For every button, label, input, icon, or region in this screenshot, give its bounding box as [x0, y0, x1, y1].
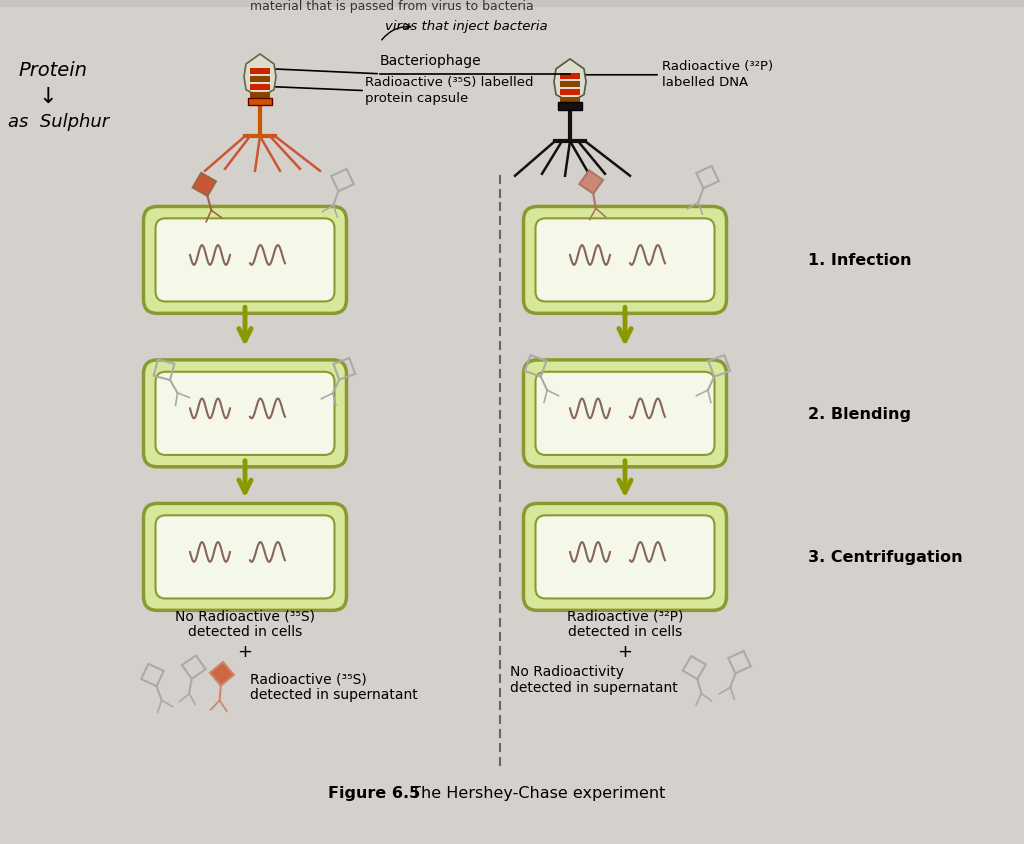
Text: Protein: Protein: [18, 61, 87, 79]
Text: Radioactive (³²P): Radioactive (³²P): [567, 609, 683, 623]
FancyBboxPatch shape: [156, 516, 335, 598]
Text: material that is passed from virus to bacteria: material that is passed from virus to ba…: [250, 1, 534, 14]
Text: Radioactive (³²P): Radioactive (³²P): [662, 60, 773, 73]
Polygon shape: [580, 171, 603, 194]
Bar: [560, 97, 580, 103]
FancyBboxPatch shape: [143, 208, 346, 314]
Bar: [558, 103, 582, 111]
Text: detected in cells: detected in cells: [568, 625, 682, 638]
Text: Radioactive (³⁵S): Radioactive (³⁵S): [250, 672, 367, 686]
Bar: [250, 93, 270, 99]
Bar: [560, 89, 580, 95]
Text: protein capsule: protein capsule: [365, 91, 468, 105]
Bar: [250, 77, 270, 83]
Polygon shape: [193, 174, 216, 197]
FancyBboxPatch shape: [0, 8, 1024, 844]
Text: detected in supernatant: detected in supernatant: [250, 688, 418, 701]
Text: Radioactive (³⁵S) labelled: Radioactive (³⁵S) labelled: [365, 76, 534, 89]
FancyBboxPatch shape: [143, 360, 346, 468]
FancyBboxPatch shape: [523, 360, 726, 468]
FancyBboxPatch shape: [523, 208, 726, 314]
Text: No Radioactive (³⁵S): No Radioactive (³⁵S): [175, 609, 315, 623]
Text: Figure 6.5: Figure 6.5: [328, 785, 420, 800]
FancyBboxPatch shape: [536, 516, 715, 598]
Text: +: +: [617, 642, 633, 660]
Text: as  Sulphur: as Sulphur: [8, 113, 110, 131]
Text: 1. Infection: 1. Infection: [808, 253, 911, 268]
Text: virus that inject bacteria: virus that inject bacteria: [385, 20, 548, 33]
FancyBboxPatch shape: [156, 372, 335, 456]
Text: 3. Centrifugation: 3. Centrifugation: [808, 549, 963, 565]
FancyBboxPatch shape: [536, 372, 715, 456]
Text: ↓: ↓: [38, 86, 56, 106]
Bar: [560, 73, 580, 79]
Text: No Radioactivity: No Radioactivity: [510, 664, 624, 678]
Polygon shape: [244, 55, 276, 99]
Text: 2. Blending: 2. Blending: [808, 406, 911, 421]
Bar: [248, 99, 272, 106]
Text: +: +: [238, 642, 253, 660]
Text: labelled DNA: labelled DNA: [662, 76, 749, 89]
FancyBboxPatch shape: [156, 219, 335, 302]
Text: detected in cells: detected in cells: [187, 625, 302, 638]
FancyBboxPatch shape: [143, 504, 346, 611]
Polygon shape: [210, 663, 233, 686]
Text: The Hershey-Chase experiment: The Hershey-Chase experiment: [406, 785, 666, 800]
Bar: [560, 82, 580, 88]
Bar: [250, 68, 270, 75]
Polygon shape: [554, 60, 586, 103]
FancyBboxPatch shape: [523, 504, 726, 611]
FancyBboxPatch shape: [536, 219, 715, 302]
Bar: [250, 84, 270, 90]
Text: detected in supernatant: detected in supernatant: [510, 679, 678, 694]
Text: Bacteriophage: Bacteriophage: [380, 54, 481, 68]
